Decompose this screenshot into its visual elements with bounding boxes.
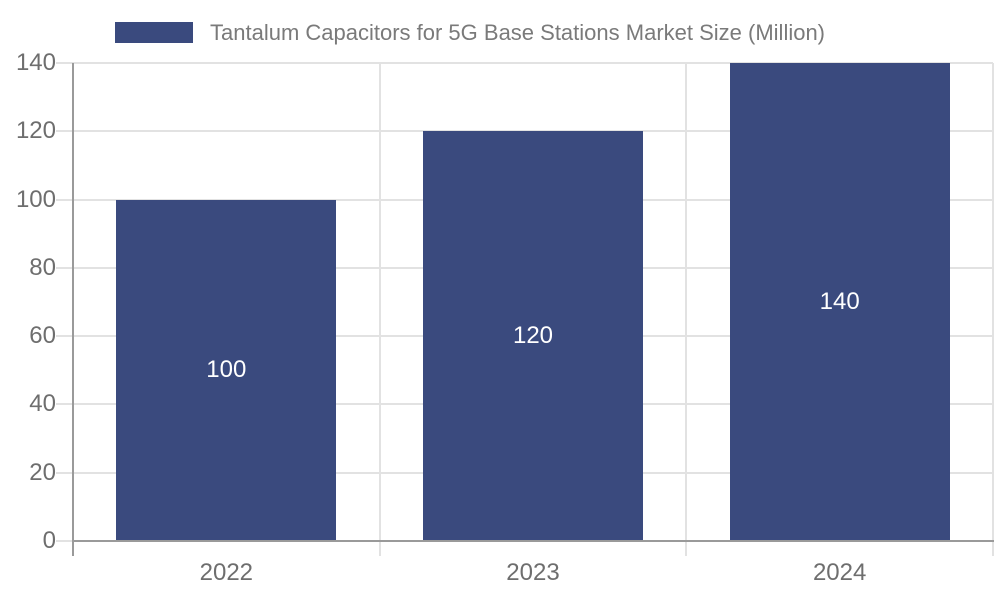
chart-legend[interactable]: Tantalum Capacitors for 5G Base Stations… — [115, 20, 825, 45]
y-gridline — [73, 62, 993, 64]
y-axis-tick-label: 80 — [29, 253, 56, 281]
y-axis-tick-label: 0 — [42, 527, 56, 554]
y-axis-tick — [56, 540, 73, 542]
y-axis-tick — [56, 335, 73, 338]
y-axis-tick — [56, 130, 73, 133]
x-axis-tick-label: 2024 — [812, 559, 867, 586]
y-axis-tick — [56, 471, 73, 474]
bar-value-label: 140 — [819, 288, 860, 315]
y-axis-tick — [56, 198, 73, 201]
y-axis-tick-label: 140 — [15, 49, 56, 76]
x-axis-line — [72, 540, 994, 542]
y-axis-tick-label: 120 — [15, 117, 56, 145]
y-axis-tick-label: 100 — [15, 185, 56, 213]
x-axis-tick — [378, 541, 381, 556]
y-axis-tick — [56, 403, 73, 406]
y-axis-tick — [56, 266, 73, 269]
x-axis-tick-label: 2022 — [199, 559, 254, 586]
bar-2022[interactable] — [116, 199, 337, 541]
y-axis-tick-label: 20 — [29, 458, 56, 486]
x-axis-tick-label: 2023 — [506, 559, 560, 586]
y-axis-tick-label: 60 — [29, 322, 56, 350]
bar-2023[interactable] — [423, 131, 643, 541]
y-axis-line — [72, 63, 74, 556]
plot-right-border — [992, 63, 994, 541]
x-axis-tick — [992, 541, 994, 556]
x-axis-tick — [685, 541, 688, 556]
y-axis-tick — [56, 62, 73, 64]
bar-value-label: 100 — [206, 356, 247, 384]
bar-2024[interactable] — [729, 63, 950, 541]
x-gridline — [685, 63, 688, 541]
legend-series-label: Tantalum Capacitors for 5G Base Stations… — [210, 20, 826, 45]
y-axis-tick-label: 40 — [29, 390, 56, 418]
bar-value-label: 120 — [512, 322, 554, 350]
legend-swatch-icon — [115, 22, 193, 43]
x-gridline — [378, 63, 381, 541]
plot-area: 100 120 140 — [56, 62, 994, 542]
